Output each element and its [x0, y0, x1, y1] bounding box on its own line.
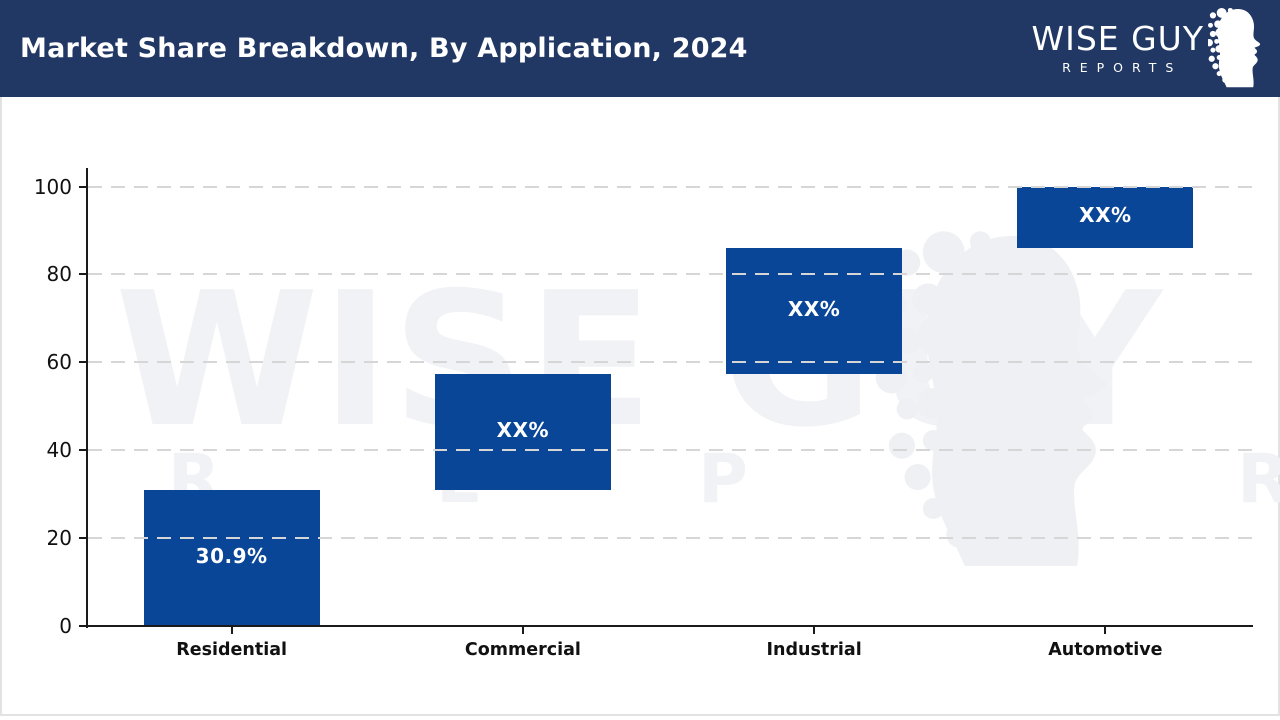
brand-head-icon: [1205, 6, 1270, 92]
y-tick-100: [79, 185, 87, 188]
brand-name: WISE GUY: [1031, 19, 1204, 58]
y-tick-40: [79, 448, 87, 451]
y-axis-label-60: 60: [46, 350, 72, 375]
x-tick-commercial: [521, 625, 524, 634]
bar-label-commercial: XX%: [496, 418, 550, 443]
y-tick-20: [79, 536, 87, 539]
y-axis-label-20: 20: [46, 525, 72, 550]
page-title: Market Share Breakdown, By Application, …: [20, 33, 748, 64]
y-tick-80: [79, 273, 87, 276]
gridline-80: [88, 273, 1253, 276]
y-axis-label-0: 0: [59, 613, 72, 638]
gridline-60: [88, 361, 1253, 364]
x-axis-label-residential: Residential: [176, 640, 288, 660]
x-tick-residential: [230, 625, 233, 634]
brand-logo: WISE GUY REPORTS: [1031, 0, 1270, 97]
x-tick-automotive: [1104, 625, 1107, 634]
bar-commercial: [434, 374, 611, 490]
x-axis-label-automotive: Automotive: [1048, 640, 1163, 660]
brand-logo-text: WISE GUY REPORTS: [1031, 22, 1204, 75]
watermark-head-icon: [872, 226, 1162, 570]
y-axis: [86, 168, 88, 628]
gridline-20: [88, 536, 1253, 539]
bar-automotive: [1017, 186, 1194, 249]
gridline-100: [88, 185, 1253, 188]
bar-industrial: [726, 248, 903, 375]
y-tick-0: [79, 624, 87, 627]
y-axis-label-100: 100: [33, 174, 72, 199]
x-tick-industrial: [813, 625, 816, 634]
y-axis-label-80: 80: [46, 262, 72, 287]
gridline-40: [88, 448, 1253, 451]
y-axis-label-40: 40: [46, 437, 72, 462]
bar-label-industrial: XX%: [787, 297, 841, 322]
bar-label-residential: 30.9%: [195, 543, 268, 568]
bar-residential: [143, 489, 320, 626]
y-tick-60: [79, 361, 87, 364]
bar-label-automotive: XX%: [1079, 203, 1132, 228]
x-axis-label-commercial: Commercial: [464, 640, 581, 660]
x-axis: [86, 624, 1253, 627]
header-band: Market Share Breakdown, By Application, …: [0, 0, 1280, 97]
brand-subtitle: REPORTS: [1062, 60, 1183, 75]
x-axis-label-industrial: Industrial: [766, 640, 862, 660]
